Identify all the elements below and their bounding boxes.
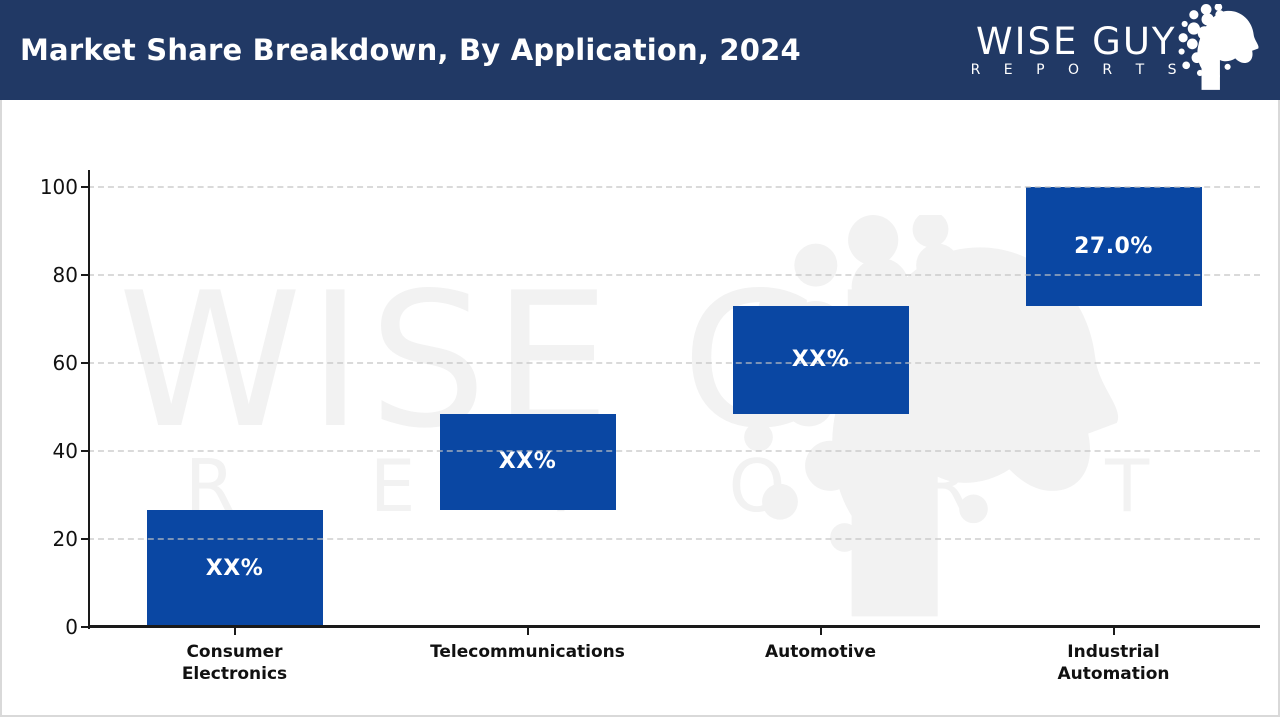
bar [1025,187,1202,306]
x-category-label-line: Consumer [186,642,283,662]
x-category-label-line: Automation [1057,664,1170,684]
brand-logo-text: WISE GUY R E P O R T S [967,23,1186,77]
chart-canvas: WISE GUY R E P O R T S XX% XX% XX% 27.0% 0 20… [0,100,1280,717]
x-tick-mark [819,628,822,635]
brand-subtitle: R E P O R T S [970,62,1186,78]
chart-title: Market Share Breakdown, By Application, … [20,33,801,67]
bar [732,305,909,414]
y-tick-mark [81,450,88,452]
x-tick-mark [526,628,529,635]
x-category-label: Automotive [671,641,971,663]
y-tick-label: 80 [52,263,78,287]
y-tick-label: 20 [52,527,78,551]
bar [439,413,616,511]
x-category-label-line: Automotive [764,642,877,662]
x-category-label: Industrial Automation [964,641,1264,685]
y-tick-label: 60 [52,351,78,375]
x-category-label: Consumer Electronics [85,641,385,685]
y-tick-label: 0 [65,615,78,639]
watermark-subtitle-text: R E P O R T S [185,444,1280,528]
x-tick-mark [1112,628,1115,635]
y-gridline [88,362,1260,364]
y-tick-label: 40 [52,439,78,463]
y-tick-label: 100 [39,175,78,199]
y-tick-mark [81,274,88,276]
y-gridline [88,274,1260,276]
x-tick-mark [233,628,236,635]
y-tick-mark [81,626,88,628]
x-axis-spine [88,625,1260,628]
y-gridline [88,538,1260,540]
x-category-label: Telecommunications [378,641,678,663]
header-banner: Market Share Breakdown, By Application, … [0,0,1280,100]
y-gridline [88,450,1260,452]
brand-logo: WISE GUY R E P O R T S [967,0,1274,100]
y-axis-spine [88,170,90,629]
y-gridline [88,186,1260,188]
x-category-label-line: Telecommunications [430,642,625,662]
plot-area: XX% XX% XX% 27.0% 0 20 40 60 80 100 Consumer Electr… [2,100,1278,715]
y-tick-mark [81,362,88,364]
bar [146,510,323,627]
y-tick-mark [81,538,88,540]
y-tick-mark [81,186,88,188]
x-category-label-line: Industrial [1067,642,1160,662]
brand-name: WISE GUY [976,20,1177,63]
dots-head-logo-icon [1178,4,1259,90]
x-category-label-line: Electronics [181,664,288,684]
